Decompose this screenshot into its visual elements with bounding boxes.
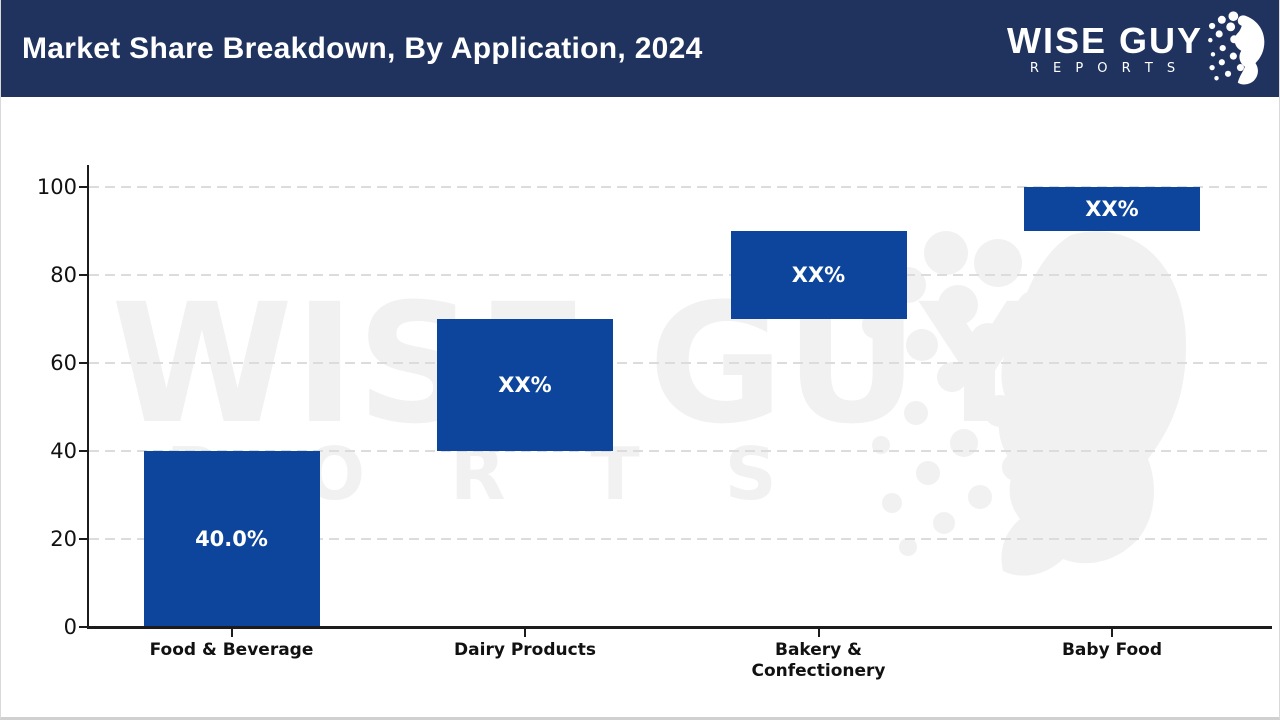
logo-wordmark: WISE GUY — [1006, 19, 1203, 61]
y-tick-mark-100 — [79, 186, 87, 188]
y-tick-label: 20 — [50, 527, 77, 551]
logo-face-icon — [1208, 11, 1265, 85]
y-tick-label: 60 — [50, 351, 77, 375]
y-axis-line — [87, 165, 89, 629]
gridline-60 — [89, 362, 1271, 364]
x-tick-mark — [230, 629, 233, 637]
y-tick-label: 40 — [50, 439, 77, 463]
bar-value-label: XX% — [498, 373, 552, 397]
logo-subtext: R E P O R T S — [1029, 60, 1181, 76]
x-category-label: Baby Food — [1061, 640, 1163, 660]
x-tick-mark — [817, 629, 820, 637]
chart-title: Market Share Breakdown, By Application, … — [22, 31, 703, 65]
bar-food-beverage: 40.0% — [143, 451, 320, 627]
x-tick-mark — [524, 629, 526, 637]
bar-baby-food: XX% — [1024, 187, 1200, 231]
gridline-40 — [89, 450, 1271, 452]
y-tick-label: 80 — [50, 263, 77, 287]
x-category-label: Dairy Products — [454, 640, 596, 660]
bar-value-label: XX% — [791, 263, 846, 287]
y-tick-mark-40 — [79, 450, 87, 452]
wiseguy-logo: WISE GUY R E P O R T S — [1007, 6, 1267, 92]
y-tick-mark-0 — [79, 626, 87, 628]
gridline-80 — [89, 274, 1271, 276]
x-category-label: Bakery & Confectionery — [751, 640, 886, 682]
bar-value-label: XX% — [1085, 197, 1139, 221]
header-banner: Market Share Breakdown, By Application, … — [1, 0, 1279, 97]
bar-value-label: 40.0% — [195, 527, 268, 551]
bar-dairy-products: XX% — [437, 319, 613, 451]
y-tick-label: 0 — [63, 615, 77, 639]
x-tick-mark — [1111, 629, 1113, 637]
y-tick-mark-80 — [79, 274, 87, 276]
watermark-face-icon — [862, 231, 1187, 576]
gridline-20 — [89, 538, 1271, 540]
y-tick-label: 100 — [36, 175, 77, 199]
gridline-100 — [89, 186, 1271, 188]
y-tick-mark-60 — [79, 362, 87, 364]
y-tick-mark-20 — [79, 538, 87, 540]
logo-text: WISE GUY R E P O R T S — [1006, 19, 1203, 76]
bar-bakery-confectionery: XX% — [730, 231, 907, 319]
x-category-label: Food & Beverage — [149, 640, 314, 660]
x-axis-line — [87, 626, 1272, 629]
